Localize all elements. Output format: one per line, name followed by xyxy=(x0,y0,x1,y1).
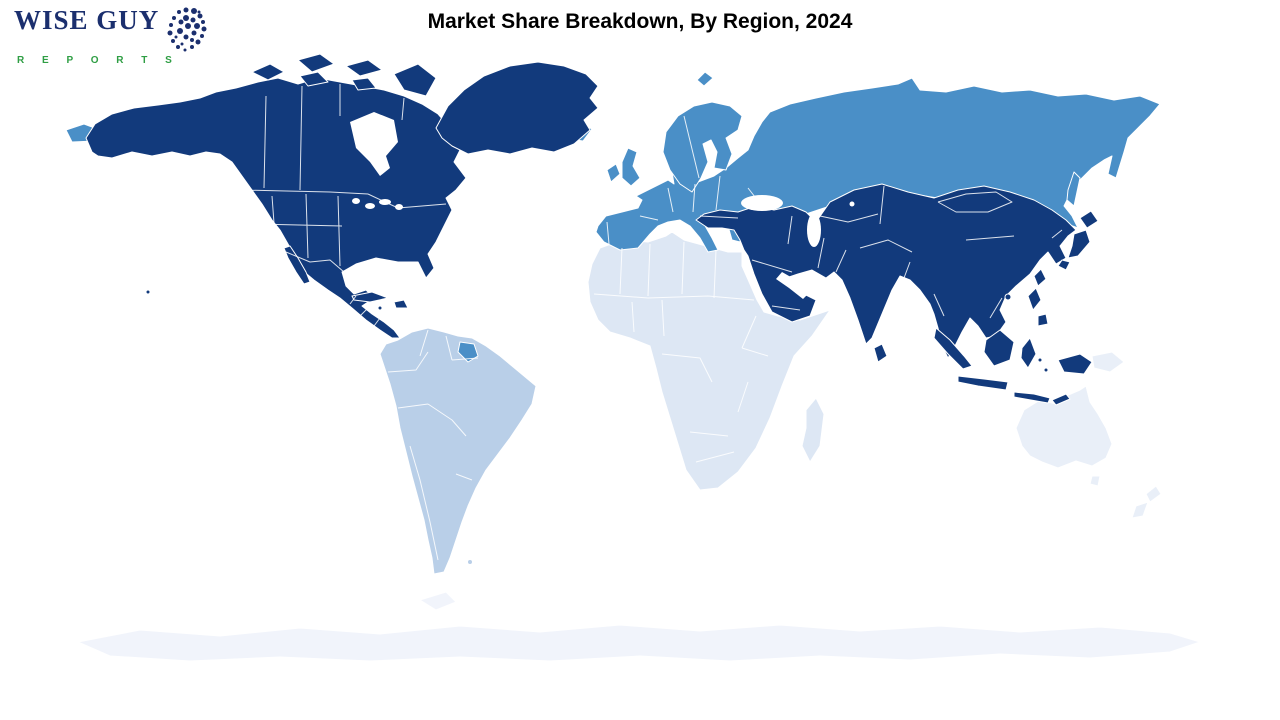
map-shape-french-guiana xyxy=(457,341,479,363)
borders-europe xyxy=(606,115,763,245)
aral-sea xyxy=(849,201,855,207)
map-shape-sri-lanka xyxy=(873,343,888,363)
map-shape-jamaica xyxy=(377,305,383,311)
map-shape-falklands xyxy=(467,559,473,565)
map-shape-east-new-guinea xyxy=(1091,351,1125,373)
map-shape-java xyxy=(957,375,1009,391)
map-shape-madagascar xyxy=(801,397,825,463)
great-lake-2 xyxy=(365,203,375,209)
map-shape-ireland xyxy=(606,163,621,183)
map-shape-sulawesi xyxy=(1020,337,1037,369)
map-shape-arctic-island-5 xyxy=(351,77,377,91)
map-shape-baffin-island xyxy=(393,63,437,97)
map-shape-luzon xyxy=(1027,287,1042,311)
borders-south-america xyxy=(387,329,479,561)
map-shape-timor xyxy=(1051,393,1071,406)
map-shape-arctic-island-2 xyxy=(297,53,335,73)
map-shape-hispaniola xyxy=(393,299,409,309)
map-shape-hawaii xyxy=(145,289,151,295)
map-shape-arctic-island-3 xyxy=(345,59,383,77)
map-shape-asia-mainland xyxy=(695,183,1077,359)
map-shape-tasmania xyxy=(1089,475,1101,487)
map-shape-antarctica xyxy=(77,624,1201,662)
map-shape-new-zealand-south xyxy=(1131,501,1149,519)
map-shape-japan-honshu xyxy=(1067,229,1091,259)
map-shape-japan-hokkaido xyxy=(1079,210,1099,229)
logo-head-dots-icon xyxy=(167,7,207,52)
map-shape-west-new-guinea xyxy=(1057,353,1093,375)
map-shape-mindanao xyxy=(1037,313,1049,327)
map-shape-sakhalin xyxy=(1066,171,1081,207)
map-shape-scandinavia xyxy=(662,101,743,193)
borders-north-america xyxy=(239,84,447,327)
map-shape-molucca-1 xyxy=(1037,357,1043,363)
map-shape-borneo xyxy=(983,329,1015,367)
map-shape-sumatra xyxy=(933,327,973,370)
map-shape-taiwan xyxy=(1033,268,1047,287)
region-north-america xyxy=(85,53,599,339)
great-lake-1 xyxy=(352,198,360,204)
logo: WISE GUY R E P O R T S xyxy=(14,6,208,66)
borders-africa xyxy=(593,241,769,463)
map-shape-new-zealand-north xyxy=(1145,485,1162,503)
inland-seas xyxy=(350,112,855,299)
map-shape-greenland xyxy=(435,61,599,155)
map-shape-molucca-2 xyxy=(1043,367,1049,373)
persian-gulf xyxy=(776,272,810,299)
logo-primary-text: WISE GUY xyxy=(14,5,160,35)
map-shape-north-america-mainland xyxy=(85,77,467,339)
map-shape-arctic-island-1 xyxy=(251,63,285,81)
map-shape-arctic-island-4 xyxy=(299,71,329,87)
region-africa xyxy=(587,231,831,491)
region-asia xyxy=(695,183,1099,406)
map-shape-great-britain xyxy=(621,147,641,187)
great-lake-4 xyxy=(395,204,403,210)
page-title: Market Share Breakdown, By Region, 2024 xyxy=(427,10,853,33)
caspian-sea xyxy=(807,213,821,247)
black-sea xyxy=(741,195,783,211)
map-shape-hainan xyxy=(1004,293,1012,301)
hudson-bay xyxy=(350,112,398,176)
map-shape-lesser-sunda xyxy=(1013,391,1051,404)
logo-secondary-text: R E P O R T S xyxy=(17,55,180,66)
map-shape-baja-california xyxy=(283,245,311,285)
borders-asia xyxy=(751,185,1063,319)
internal-borders xyxy=(239,84,1063,561)
region-oceania xyxy=(1015,351,1162,519)
map-shape-south-america xyxy=(379,327,537,575)
map-shape-svalbard xyxy=(696,71,714,87)
map-shape-antarctic-peninsula xyxy=(419,591,457,611)
region-antarctica xyxy=(77,591,1201,662)
map-shape-japan-kyushu xyxy=(1057,259,1071,271)
region-south-america xyxy=(379,327,537,575)
